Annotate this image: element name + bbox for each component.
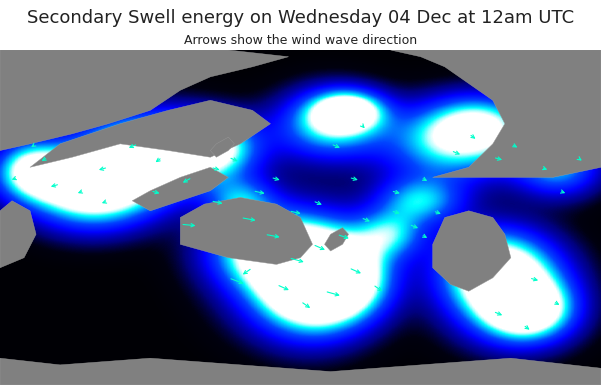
Text: Secondary Swell energy on Wednesday 04 Dec at 12am UTC: Secondary Swell energy on Wednesday 04 D… bbox=[27, 8, 574, 27]
Text: Arrows show the wind wave direction: Arrows show the wind wave direction bbox=[184, 33, 417, 47]
